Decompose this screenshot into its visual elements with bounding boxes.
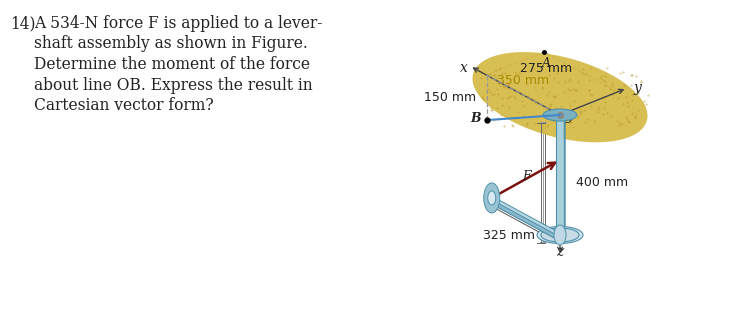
Text: 275 mm: 275 mm (520, 62, 572, 75)
Ellipse shape (484, 183, 500, 213)
Text: 350 mm: 350 mm (497, 74, 549, 87)
Text: F: F (522, 170, 531, 183)
Ellipse shape (537, 227, 583, 243)
Ellipse shape (543, 109, 577, 121)
Ellipse shape (554, 225, 566, 245)
Text: y: y (633, 81, 641, 95)
Text: 325 mm: 325 mm (483, 229, 535, 242)
Text: Determine the moment of the force: Determine the moment of the force (34, 56, 310, 73)
Text: x: x (459, 61, 468, 75)
Ellipse shape (488, 191, 496, 205)
Text: O: O (563, 113, 573, 126)
Text: z: z (556, 245, 564, 259)
Polygon shape (487, 198, 564, 239)
Ellipse shape (541, 228, 579, 242)
Text: 150 mm: 150 mm (424, 91, 477, 104)
Ellipse shape (472, 52, 647, 142)
Text: A: A (541, 57, 550, 70)
Text: shaft assembly as shown in Figure.: shaft assembly as shown in Figure. (34, 36, 308, 52)
Text: Cartesian vector form?: Cartesian vector form? (34, 97, 214, 114)
Text: about line OB. Express the result in: about line OB. Express the result in (34, 77, 313, 94)
Text: A 534-N force F is applied to a lever-: A 534-N force F is applied to a lever- (34, 15, 323, 32)
Text: B: B (470, 112, 481, 125)
Polygon shape (487, 197, 556, 239)
Polygon shape (556, 113, 564, 237)
Polygon shape (564, 117, 566, 238)
Text: 14): 14) (10, 15, 35, 32)
Text: 400 mm: 400 mm (576, 176, 628, 189)
